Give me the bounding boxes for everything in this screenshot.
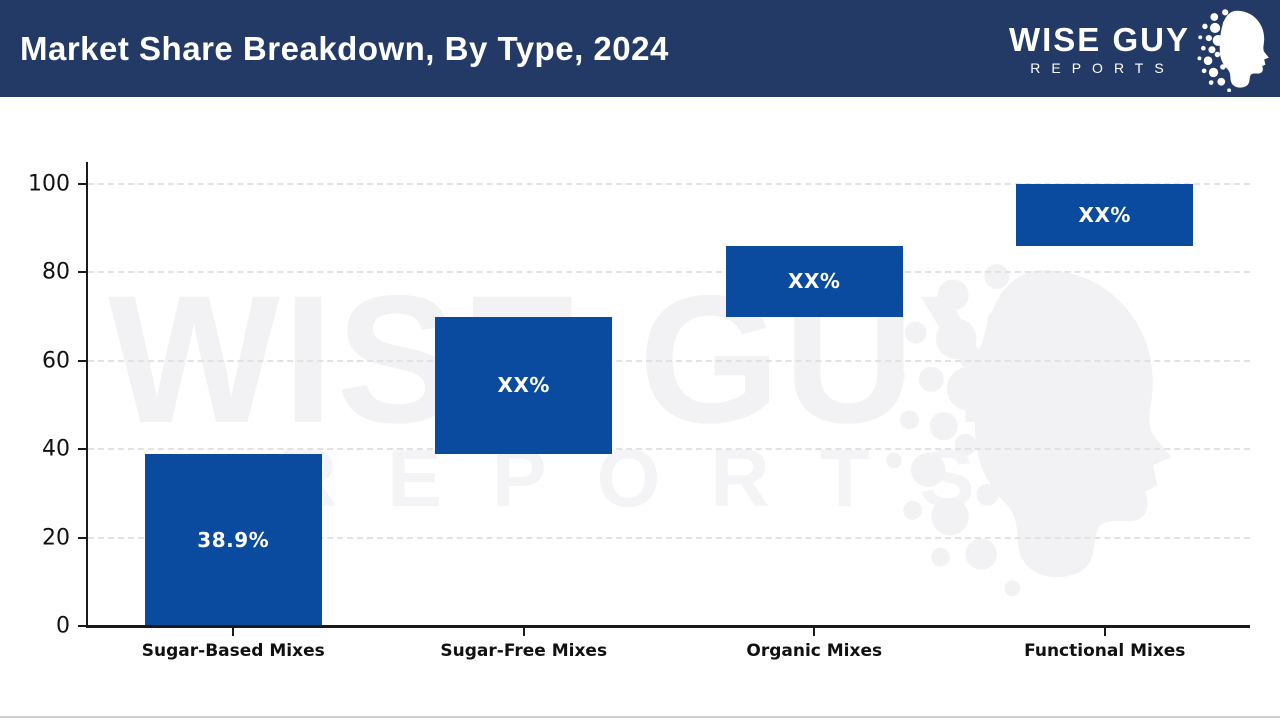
y-axis-tick-40 [78,448,88,451]
gridline-80 [88,271,1250,274]
y-tick-label-100: 100 [28,171,70,197]
y-tick-label-20: 20 [42,525,70,551]
y-axis-tick-80 [78,271,88,274]
category-label-functional-mixes: Functional Mixes [1024,641,1186,661]
wise-guy-reports-logo: WISE GUY REPORTS [1009,6,1280,92]
x-axis-tick-functional-mixes [1103,628,1106,636]
bar-value-label-organic-mixes: XX% [788,269,841,294]
bottom-divider [0,716,1280,718]
y-axis-line [86,162,88,627]
bar-value-label-functional-mixes: XX% [1078,202,1131,227]
logo-wordmark: WISE GUY [1008,20,1190,58]
y-axis-tick-100 [78,183,88,185]
y-tick-label-80: 80 [42,259,70,285]
y-axis-tick-60 [78,359,88,362]
header-bar: Market Share Breakdown, By Type, 2024 WI… [0,0,1280,97]
logo-subtitle: REPORTS [1030,59,1175,76]
bar-sugar-based-mixes: 38.9% [144,454,322,626]
logo-head-icon [1197,8,1269,92]
gridline-100 [88,183,1250,185]
watermark-subtitle: REPORTS [278,433,1025,524]
logo-text: WISE GUY REPORTS [1009,23,1190,75]
bar-value-label-sugar-free-mixes: XX% [497,373,550,398]
y-tick-label-40: 40 [42,436,70,462]
gridline-40 [88,448,1250,451]
bar-organic-mixes: XX% [725,245,903,317]
bar-value-label-sugar-based-mixes: 38.9% [197,528,270,553]
y-axis-tick-0 [78,625,88,627]
y-tick-label-60: 60 [42,348,70,374]
y-tick-label-0: 0 [56,613,70,639]
x-axis-line [86,625,1250,628]
bar-functional-mixes: XX% [1016,184,1194,246]
y-axis-tick-20 [78,536,88,539]
gridline-60 [88,359,1250,362]
category-label-organic-mixes: Organic Mixes [746,641,883,661]
x-axis-tick-sugar-based-mixes [232,628,235,636]
bar-sugar-free-mixes: XX% [435,316,613,455]
category-label-sugar-based-mixes: Sugar-Based Mixes [141,641,325,661]
watermark-head-icon [886,263,1172,597]
x-axis-tick-organic-mixes [813,628,816,636]
gridline-20 [88,536,1250,539]
category-label-sugar-free-mixes: Sugar-Free Mixes [440,641,608,661]
page-title: Market Share Breakdown, By Type, 2024 [20,29,669,67]
x-axis-tick-sugar-free-mixes [522,628,525,636]
